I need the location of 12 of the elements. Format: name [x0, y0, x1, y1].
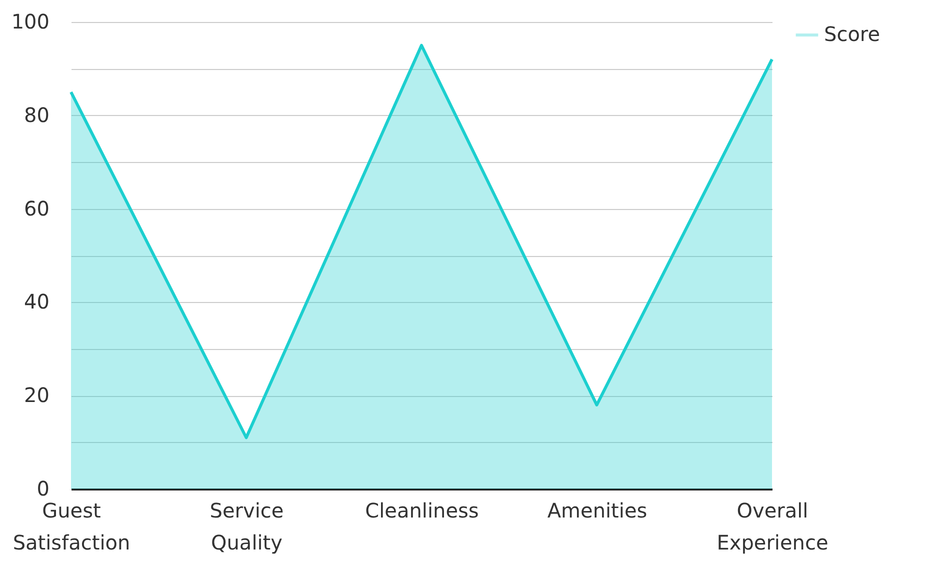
y-tick-label: 40 — [24, 290, 50, 314]
x-tick-label: Service Quality — [210, 498, 284, 554]
y-tick-label: 80 — [24, 102, 50, 127]
x-tick-label: Cleanliness — [365, 498, 479, 522]
y-tick-label: 100 — [11, 10, 50, 34]
legend-label: Score — [824, 22, 880, 46]
x-tick-label: Overall Experience — [716, 498, 828, 554]
y-tick-label: 0 — [36, 476, 50, 500]
x-tick-label: Guest Satisfaction — [12, 498, 130, 554]
y-tick-label: 60 — [24, 196, 50, 220]
x-tick-label: Amenities — [547, 498, 648, 522]
y-tick-label: 20 — [24, 383, 50, 408]
